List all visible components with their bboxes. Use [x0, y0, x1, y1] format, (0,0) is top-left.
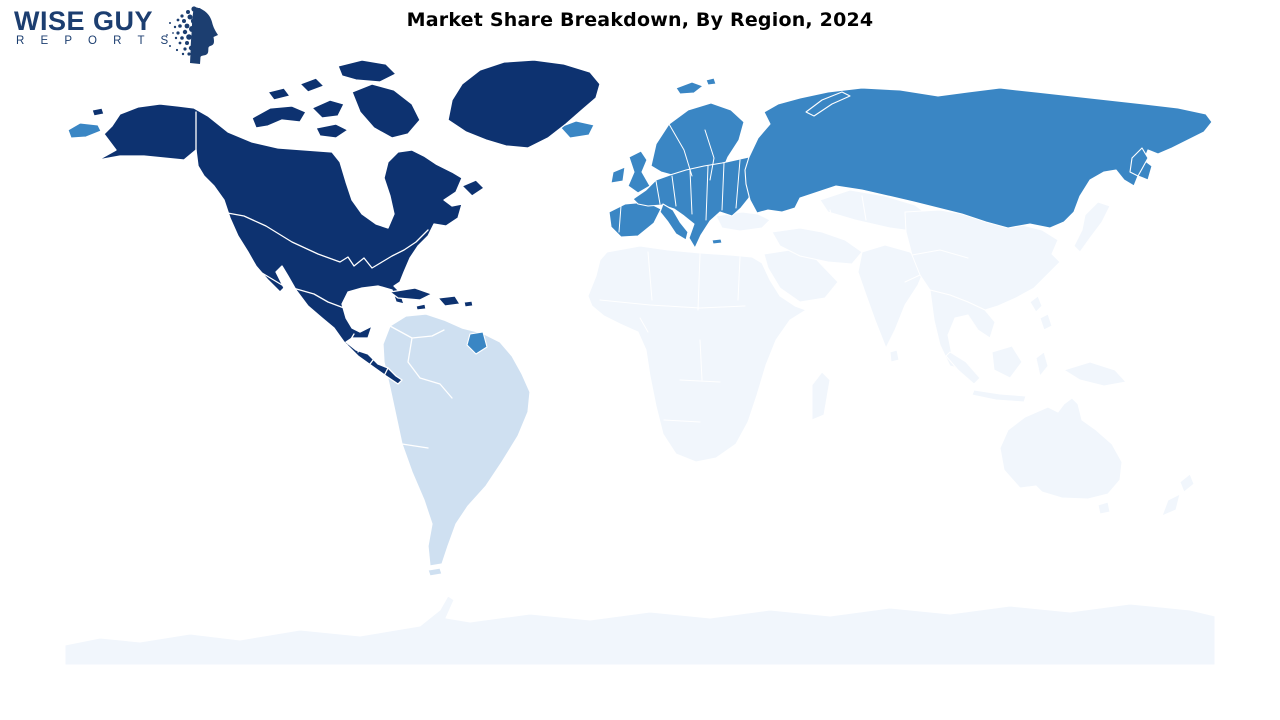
landmass-antarctica [64, 595, 1216, 666]
landmass-australia [999, 397, 1123, 500]
logo-text: WISE GUY R E P O R T S [14, 8, 175, 48]
landmass-arctic-island-4 [267, 87, 291, 101]
landmass-turkey [715, 211, 771, 232]
landmass-iberia [608, 201, 662, 238]
landmass-iceland [559, 120, 595, 139]
landmass-ireland [610, 166, 626, 184]
logo-subtitle: R E P O R T S [16, 35, 175, 47]
north-america-internal-borders [195, 111, 429, 377]
landmass-svalbard-east [705, 77, 717, 86]
landmass-hispaniola [437, 295, 461, 307]
landmass-sumatra [945, 351, 981, 385]
landmass-st-lawrence-island [91, 107, 105, 117]
landmass-great-britain [627, 150, 651, 194]
landmass-new-zealand-north [1179, 473, 1195, 493]
landmass-newfoundland [461, 179, 485, 197]
landmass-tasmania [1097, 501, 1111, 515]
landmass-india [857, 244, 926, 349]
region-europe-russia [67, 77, 1213, 355]
landmass-iran-afghanistan [771, 227, 863, 265]
asia-internal-borders [829, 195, 969, 283]
landmass-russia [744, 87, 1213, 229]
region-rest-of-world [64, 189, 1216, 666]
logo-wordmark: WISE GUY [14, 6, 154, 36]
south-america-internal-borders [389, 325, 453, 549]
landmass-north-america-mainland [97, 103, 463, 385]
landmass-chukotka-west [67, 122, 102, 139]
landmass-sakhalin [1129, 147, 1149, 177]
landmass-mainland-europe [632, 156, 754, 249]
landmass-philippines-south [1039, 313, 1053, 331]
landmass-novaya-zemlya [805, 91, 851, 117]
landmass-ellesmere-island [337, 59, 397, 83]
europe-internal-borders [618, 123, 741, 233]
landmass-new-zealand-south [1161, 493, 1181, 517]
landmass-french-guiana [466, 331, 488, 355]
landmass-madagascar [811, 371, 831, 421]
region-north-america [91, 59, 601, 385]
africa-internal-borders [599, 251, 746, 423]
landmass-java [971, 389, 1027, 403]
landmass-philippines [1029, 295, 1043, 313]
region-south-america [382, 313, 531, 577]
landmass-baffin-island [351, 83, 421, 139]
landmass-puerto-rico [463, 300, 474, 308]
landmass-south-america [382, 313, 531, 567]
landmass-arctic-island-3 [299, 77, 325, 93]
landmass-greenland [447, 59, 601, 149]
landmass-arctic-island-2 [315, 123, 349, 139]
landmass-victoria-island [251, 105, 307, 129]
dotted-head-profile-icon [160, 5, 222, 72]
landmass-crete [711, 238, 723, 245]
landmass-svalbard [675, 81, 704, 95]
landmass-sri-lanka [889, 349, 900, 363]
landmass-new-guinea [1063, 361, 1127, 387]
landmass-africa [587, 245, 807, 463]
landmass-sulawesi [1035, 351, 1049, 377]
wise-guy-reports-logo: WISE GUY R E P O R T S [14, 5, 222, 72]
landmass-jamaica [415, 303, 427, 311]
landmass-italy [659, 203, 689, 241]
landmass-cuba [389, 287, 433, 301]
landmass-arctic-island-1 [311, 99, 345, 119]
landmass-japan [1073, 201, 1111, 253]
landmass-tierra-del-fuego [427, 567, 443, 577]
landmass-borneo [991, 345, 1023, 379]
landmass-indochina [929, 289, 996, 369]
